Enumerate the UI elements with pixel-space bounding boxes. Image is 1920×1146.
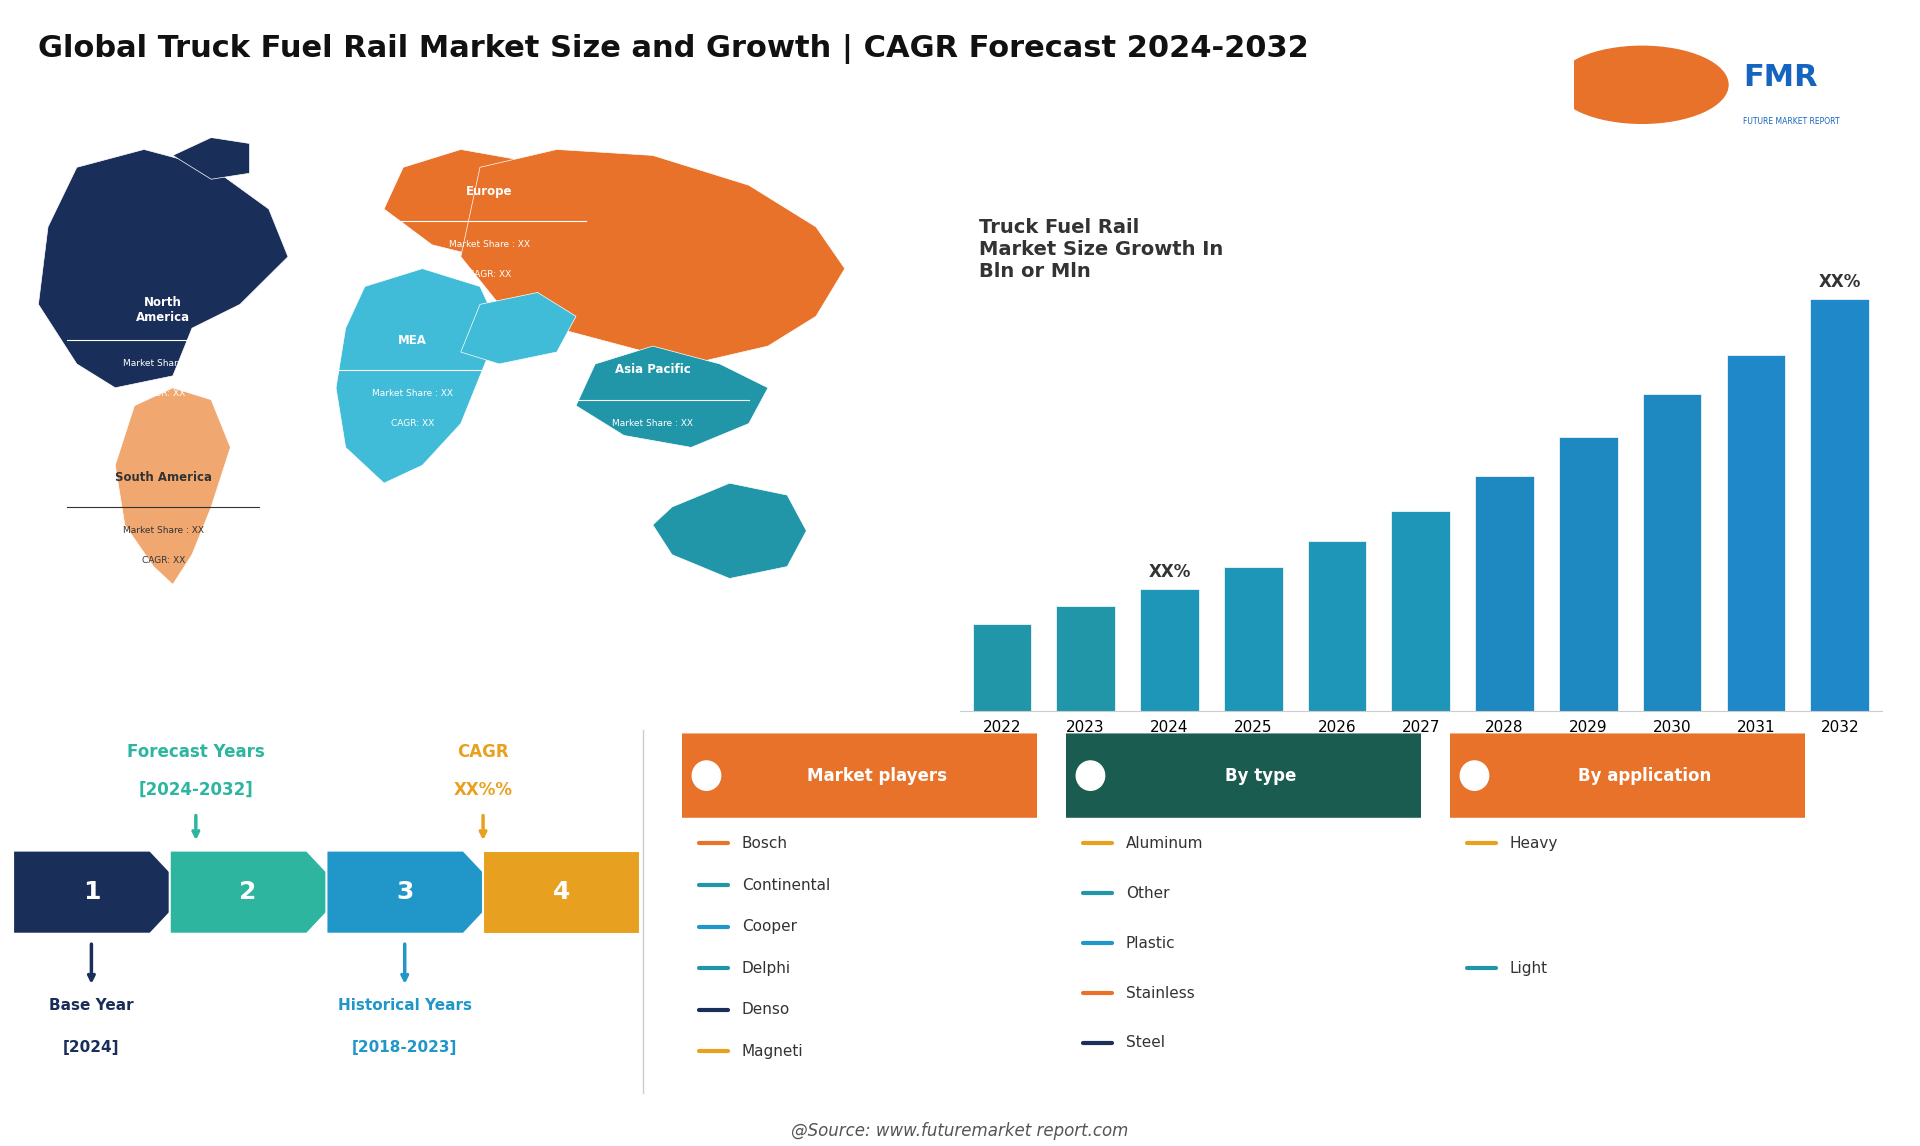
Polygon shape [173,138,250,179]
Bar [1308,541,1367,711]
Text: Base Year: Base Year [50,998,134,1013]
Text: [2024-2032]: [2024-2032] [138,782,253,799]
Text: South America: South America [115,471,211,484]
Text: FUTURE MARKET REPORT: FUTURE MARKET REPORT [1743,117,1839,126]
Text: 1: 1 [83,880,100,904]
Polygon shape [653,484,806,579]
Circle shape [693,761,720,791]
Text: By application: By application [1578,767,1711,785]
FancyBboxPatch shape [1058,800,1428,1107]
Circle shape [1077,761,1104,791]
Bar [1726,355,1786,711]
FancyBboxPatch shape [1442,800,1812,1107]
Text: Market Share : XX: Market Share : XX [123,360,204,369]
Text: Stainless: Stainless [1125,986,1194,1000]
Text: Europe: Europe [467,185,513,197]
Text: XX%%: XX%% [453,782,513,799]
Text: Plastic: Plastic [1125,935,1175,951]
Text: Cooper: Cooper [741,919,797,934]
Text: [2024]: [2024] [63,1039,119,1054]
Polygon shape [326,850,503,934]
Bar [973,623,1031,711]
Bar [1644,394,1701,711]
Polygon shape [461,292,576,364]
Text: Market Share : XX: Market Share : XX [123,526,204,535]
Bar [1475,477,1534,711]
Text: CAGR: CAGR [457,744,509,761]
Text: Forecast Years: Forecast Years [127,744,265,761]
Polygon shape [115,387,230,584]
Text: CAGR: XX: CAGR: XX [632,449,674,458]
Polygon shape [38,149,288,387]
Polygon shape [484,850,639,934]
Text: CAGR: XX: CAGR: XX [392,419,434,429]
Text: Steel: Steel [1125,1036,1165,1051]
Text: 2: 2 [240,880,257,904]
FancyBboxPatch shape [670,733,1048,818]
FancyBboxPatch shape [1054,733,1432,818]
Text: CAGR: XX: CAGR: XX [142,556,184,565]
Circle shape [1461,761,1488,791]
Text: FMR: FMR [1743,63,1818,93]
Bar [1811,299,1868,711]
Text: CAGR: XX: CAGR: XX [142,390,184,399]
FancyBboxPatch shape [674,800,1044,1107]
Text: Asia Pacific: Asia Pacific [614,363,691,376]
Text: 3: 3 [396,880,413,904]
Text: Continental: Continental [741,878,829,893]
Polygon shape [169,850,346,934]
Text: Market players: Market players [806,767,947,785]
Text: Magneti: Magneti [741,1044,804,1059]
Bar [1223,567,1283,711]
Text: XX%: XX% [1148,564,1190,581]
Text: @Source: www.futuremarket report.com: @Source: www.futuremarket report.com [791,1122,1129,1140]
Bar [1056,606,1116,711]
Text: MEA: MEA [397,333,428,346]
Text: North
America: North America [136,297,190,324]
Bar [1559,438,1619,711]
Text: XX%: XX% [1818,273,1860,291]
Text: Aluminum: Aluminum [1125,835,1204,851]
Text: Global Truck Fuel Rail Market Size and Growth | CAGR Forecast 2024-2032: Global Truck Fuel Rail Market Size and G… [38,34,1309,64]
Text: 4: 4 [553,880,570,904]
Text: [2018-2023]: [2018-2023] [351,1039,457,1054]
Text: Historical Years: Historical Years [338,998,472,1013]
Text: Bosch: Bosch [741,835,787,851]
Polygon shape [13,850,190,934]
Polygon shape [336,268,499,484]
Text: Heavy: Heavy [1509,835,1559,851]
Text: By type: By type [1225,767,1296,785]
Polygon shape [576,346,768,447]
Bar [1392,511,1450,711]
Polygon shape [384,149,595,268]
Text: Market Share : XX: Market Share : XX [372,390,453,399]
Text: Truck Fuel Rail
Market Size Growth In
Bln or Mln: Truck Fuel Rail Market Size Growth In Bl… [979,218,1223,281]
Bar [1140,589,1198,711]
Text: Denso: Denso [741,1003,791,1018]
Text: Market Share : XX: Market Share : XX [449,241,530,250]
Text: Light: Light [1509,960,1548,975]
Text: Market Share : XX: Market Share : XX [612,419,693,429]
Text: CAGR: XX: CAGR: XX [468,270,511,280]
Circle shape [1555,46,1728,124]
FancyBboxPatch shape [1438,733,1816,818]
Text: Delphi: Delphi [741,960,791,975]
Text: Other: Other [1125,886,1169,901]
Polygon shape [461,149,845,364]
